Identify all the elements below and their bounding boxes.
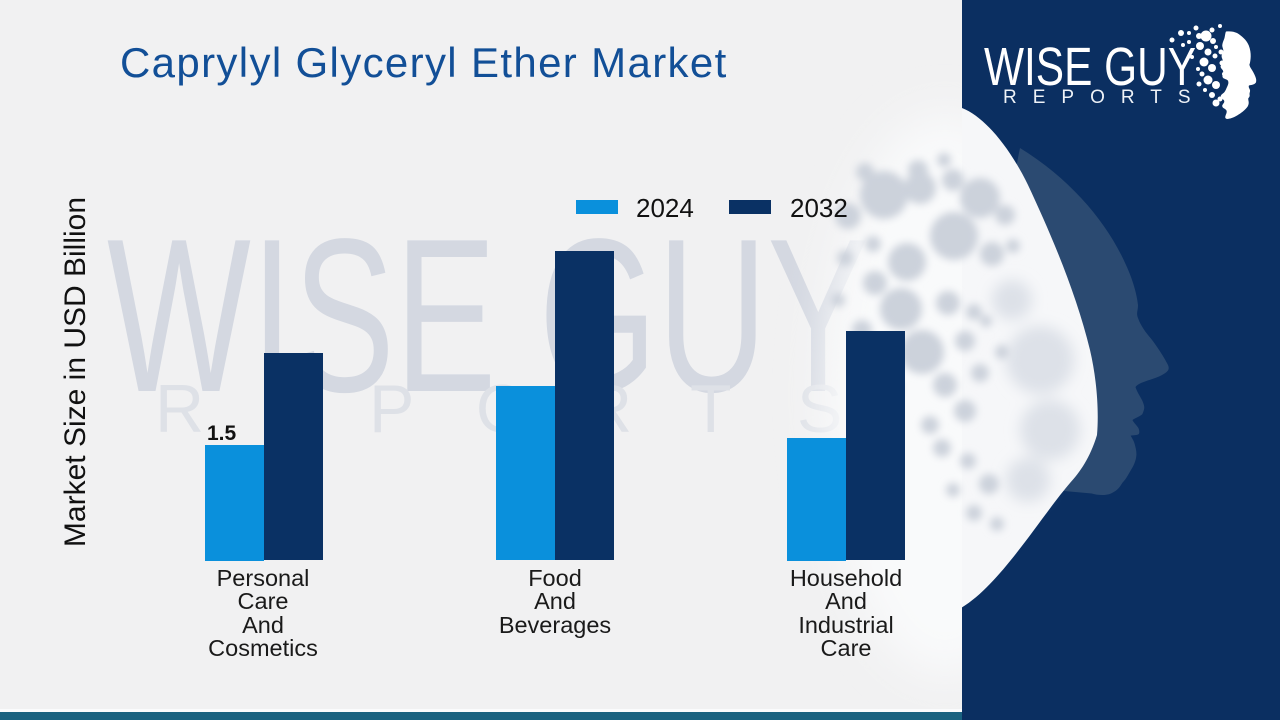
svg-text:WISE GUY: WISE GUY bbox=[984, 37, 1196, 97]
svg-text:REPORTS: REPORTS bbox=[1003, 87, 1207, 108]
svg-text:WISE GUY: WISE GUY bbox=[107, 194, 869, 438]
